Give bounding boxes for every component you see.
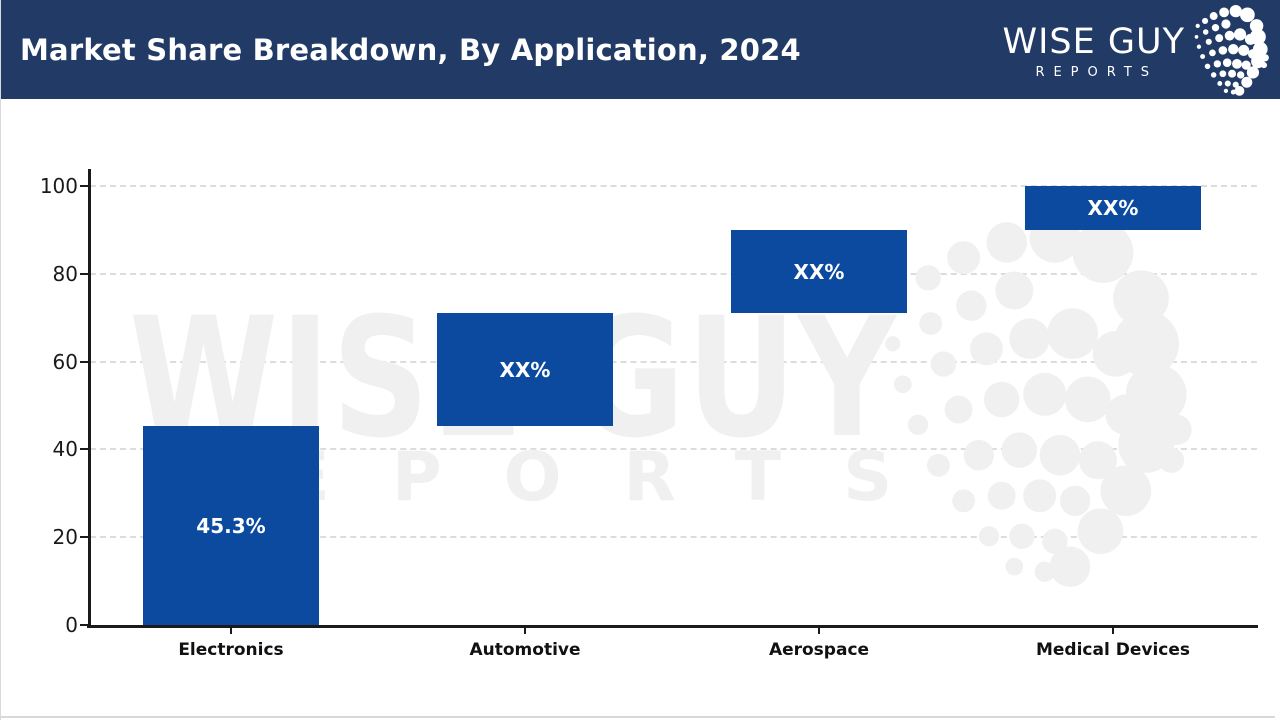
brand-wordmark: WISE GUY REPORTS [1002,22,1185,80]
y-axis-tick [80,624,89,626]
grid-line [90,448,1257,451]
bar-value-label: XX% [793,259,845,284]
y-tick-label: 0 [65,613,78,637]
header-bar: Market Share Breakdown, By Application, … [1,0,1280,99]
bar: XX% [731,229,907,314]
grid-line [90,360,1257,363]
bar-value-label: XX% [1087,195,1139,220]
x-axis-tick [1112,627,1114,634]
x-axis-tick [524,627,526,634]
y-tick-label: 60 [52,349,78,374]
y-axis-tick [80,272,89,275]
bottom-divider [1,716,1275,718]
bar: XX% [437,313,613,427]
y-tick-label: 40 [52,437,78,462]
category-label: Medical Devices [1035,640,1190,660]
y-axis-tick [80,536,89,539]
category-label: Automotive [469,640,581,660]
y-axis-tick [80,448,89,451]
y-axis-tick [80,185,89,187]
category-label: Electronics [178,640,284,660]
x-axis-tick [818,627,820,634]
brand-subname: REPORTS [1035,65,1159,80]
brand-name: WISE GUY [1002,22,1185,62]
brand-logo: WISE GUY REPORTS [1002,0,1273,99]
grid-line [90,272,1257,275]
category-label: Aerospace [768,640,870,660]
x-axis-tick [230,627,232,634]
chart-title: Market Share Breakdown, By Application, … [20,32,801,67]
y-tick-label: 20 [52,525,78,550]
bar: XX% [1025,186,1201,230]
grid-line [90,185,1257,187]
brand-head-icon [1187,5,1271,97]
x-axis-spine [87,625,1258,628]
y-axis-spine [88,169,91,627]
grid-line [90,536,1257,539]
watermark-head-icon [857,212,1197,592]
y-tick-label: 80 [52,261,78,286]
bar: 45.3% [143,426,319,625]
bar-value-label: XX% [499,357,551,382]
y-tick-label: 100 [39,174,78,198]
bar-value-label: 45.3% [196,513,266,538]
y-axis-tick [80,360,89,363]
